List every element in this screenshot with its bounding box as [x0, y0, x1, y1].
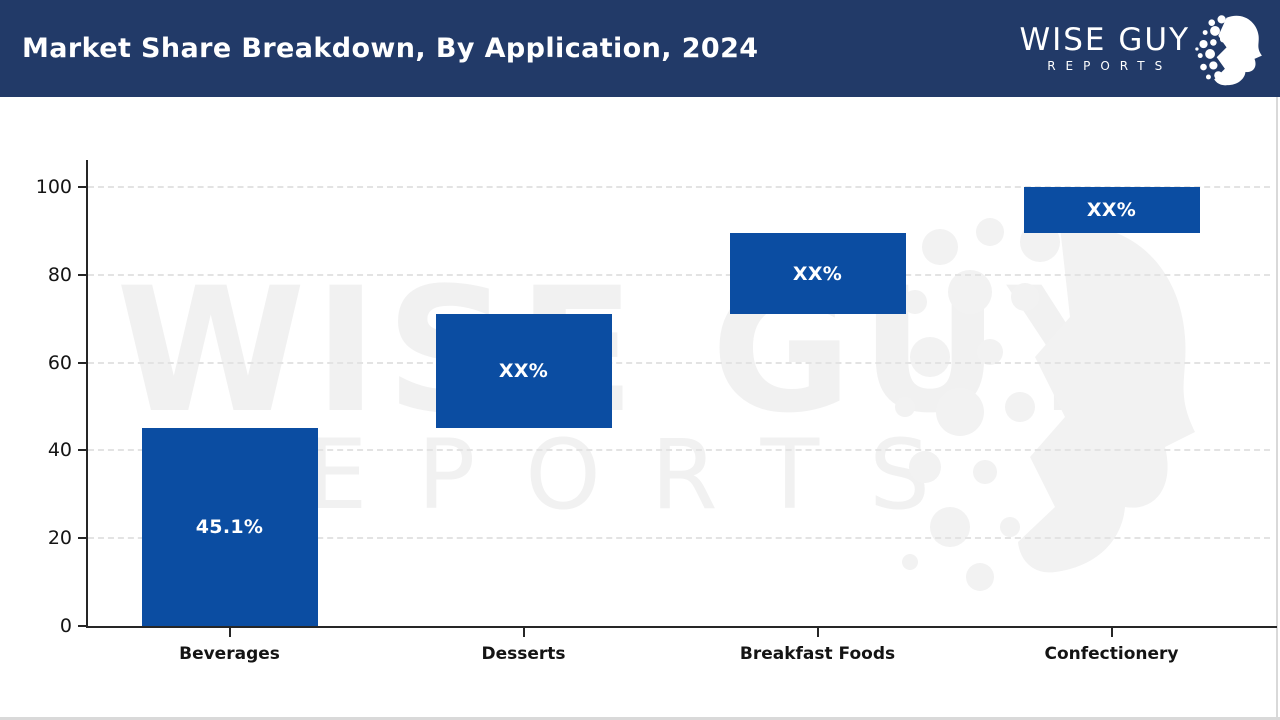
y-tick-mark-0 [78, 625, 87, 627]
y-tick-label-40: 40 [47, 439, 72, 462]
bar-value-label: XX% [792, 262, 843, 285]
page-title: Market Share Breakdown, By Application, … [22, 33, 759, 64]
y-tick-mark-60 [78, 361, 87, 364]
y-tick-label-100: 100 [35, 176, 72, 198]
y-tick-label-0: 0 [59, 615, 72, 637]
category-label-4: Confectionery [1044, 644, 1179, 664]
y-tick-label-60: 60 [47, 351, 72, 374]
bar-confectionery: XX% [1023, 187, 1200, 234]
gridline-100 [88, 186, 1270, 188]
gridline-80 [88, 273, 1270, 276]
y-tick-mark-20 [78, 537, 87, 540]
y-tick-label-20: 20 [47, 527, 72, 550]
x-tick-mark-2 [522, 628, 525, 637]
category-label-3: Breakfast Foods [739, 644, 896, 664]
x-tick-mark-1 [228, 628, 231, 637]
gridline-60 [88, 361, 1270, 364]
y-tick-label-80: 80 [47, 263, 72, 286]
bar-breakfast-foods: XX% [729, 233, 906, 315]
bar-beverages: 45.1% [141, 428, 318, 626]
y-tick-mark-80 [78, 273, 87, 276]
bar-value-label: 45.1% [195, 515, 264, 538]
bar-value-label: XX% [1086, 199, 1137, 222]
plot-region: 0 20 40 60 80 100 45.1% XX% XX% XX% Beverages Desse… [0, 97, 1280, 720]
logo-wordmark: WISE GUY [1019, 22, 1190, 58]
bottom-border-line [0, 717, 1280, 720]
right-border-line [1276, 97, 1278, 720]
x-tick-mark-4 [1110, 628, 1113, 637]
bar-value-label: XX% [498, 360, 549, 383]
wise-guy-reports-logo: WISE GUY REPORTS [1019, 9, 1266, 89]
header-bar: Market Share Breakdown, By Application, … [0, 0, 1280, 97]
y-tick-mark-40 [78, 449, 87, 452]
y-axis-line [86, 160, 88, 628]
bar-desserts: XX% [435, 314, 612, 428]
logo-text: WISE GUY REPORTS [1019, 22, 1190, 73]
chart-canvas: WISE GUY REPORTS 0 20 40 60 80 100 45.1% XX% XX%… [0, 97, 1280, 720]
x-axis-line [86, 626, 1277, 628]
logo-subtitle: REPORTS [1047, 59, 1173, 73]
watermark-dotted-face [895, 218, 1195, 591]
y-tick-mark-100 [78, 186, 87, 188]
category-label-2: Desserts [481, 644, 566, 664]
dotted-face-icon [1195, 14, 1262, 85]
category-label-1: Beverages [179, 644, 280, 664]
x-tick-mark-3 [816, 628, 819, 637]
gridline-40 [88, 449, 1270, 452]
gridline-20 [88, 537, 1270, 540]
